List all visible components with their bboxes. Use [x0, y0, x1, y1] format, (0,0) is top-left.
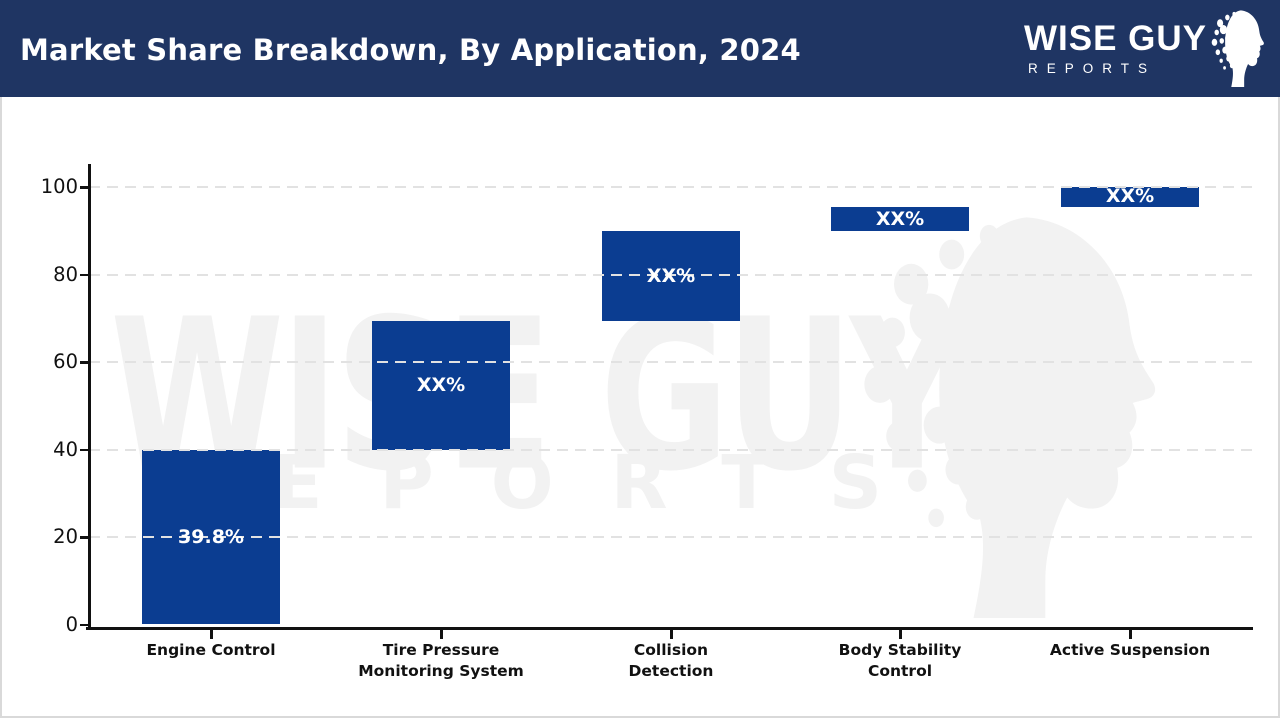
x-tick-mark [210, 630, 213, 639]
y-tick-label-0: 0 [65, 612, 78, 636]
x-tick-mark [440, 630, 443, 639]
gridline-20 [89, 536, 1253, 539]
bar-collision-detection [602, 230, 740, 322]
logo-subtitle: REPORTS [1027, 60, 1156, 76]
bar-value-label: 39.8% [178, 526, 244, 549]
x-tick-mark [899, 630, 902, 639]
brand-logo: WISE GUY REPORTS [1024, 9, 1266, 87]
y-tick-label-20: 20 [53, 525, 78, 549]
y-tick-mark [80, 536, 89, 539]
bar-active-suspension [1061, 187, 1199, 207]
gridline-80 [89, 273, 1253, 276]
x-tick-mark [670, 630, 673, 639]
gridline-40 [89, 448, 1253, 451]
y-tick-mark [80, 186, 89, 189]
bar-body-stability-control [831, 206, 969, 231]
y-tick-label-80: 80 [53, 262, 78, 286]
logo-wordmark: WISE GUY [1023, 18, 1207, 58]
bar-value-label: XX% [1105, 185, 1155, 208]
bar-value-label: XX% [416, 374, 466, 397]
x-axis-label-body-stability-control: Body Stability Control [838, 641, 962, 680]
x-axis-label-tire-pressure-monitoring-system: Tire Pressure Monitoring System [358, 641, 524, 680]
bar-value-label: XX% [646, 264, 696, 287]
gridline-60 [89, 361, 1253, 364]
y-axis-line [88, 164, 91, 630]
x-axis-label-active-suspension: Active Suspension [1049, 641, 1211, 659]
logo-text: WISE GUY REPORTS [1023, 18, 1207, 76]
bar-tire-pressure-monitoring-system [372, 321, 510, 451]
header-bar: Market Share Breakdown, By Application, … [0, 0, 1280, 97]
x-axis-label-collision-detection: Collision Detection [628, 641, 714, 680]
x-axis-line [86, 627, 1253, 630]
y-tick-mark [80, 623, 89, 626]
y-tick-label-60: 60 [53, 350, 78, 374]
wiseguy-head-icon [1210, 9, 1266, 87]
page-title: Market Share Breakdown, By Application, … [20, 33, 801, 67]
y-tick-mark [80, 361, 89, 364]
y-tick-mark [80, 273, 89, 277]
x-tick-mark [1129, 630, 1132, 639]
x-axis-label-engine-control: Engine Control [146, 641, 276, 659]
y-tick-mark [80, 448, 89, 452]
gridline-100 [89, 186, 1253, 189]
y-tick-label-40: 40 [53, 437, 78, 461]
y-tick-label-100: 100 [40, 175, 78, 199]
bar-value-label: XX% [875, 207, 925, 230]
